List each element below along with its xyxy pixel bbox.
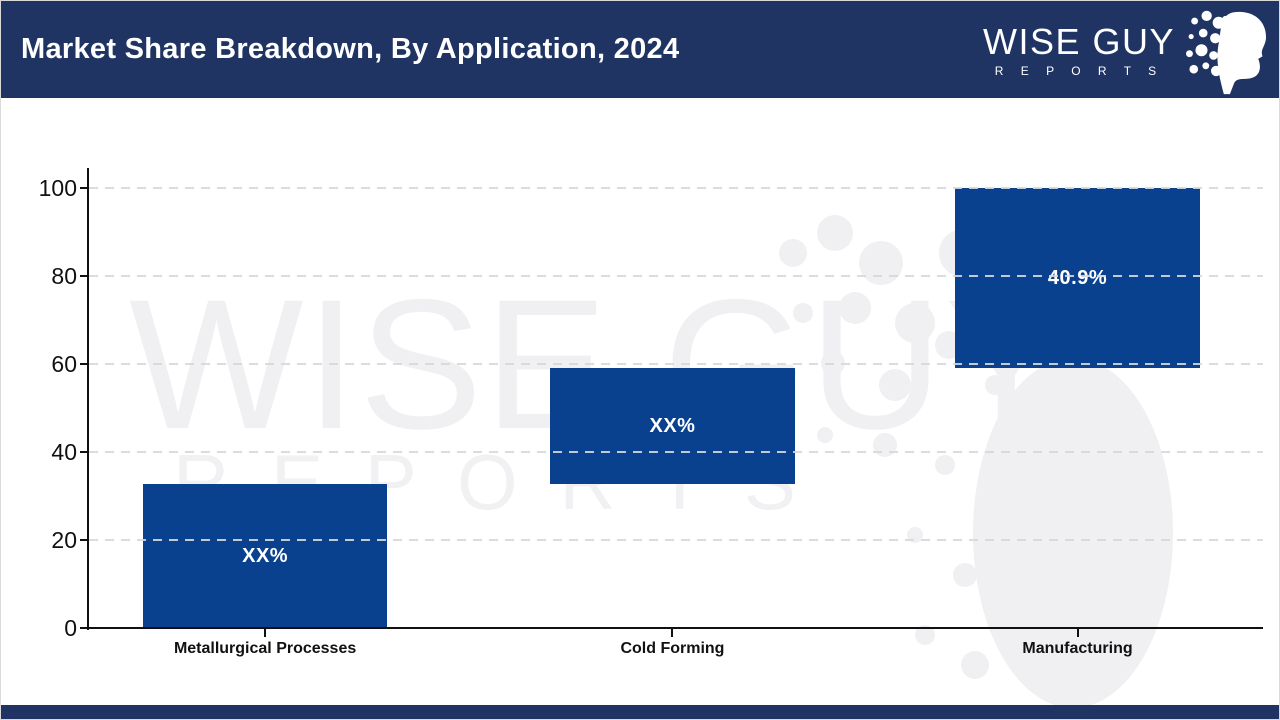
footer-bar	[1, 705, 1279, 719]
logo-text: WISE GUY R E P O R T S	[983, 23, 1175, 79]
header-bar: Market Share Breakdown, By Application, …	[1, 1, 1279, 98]
y-axis-tick-y60	[80, 362, 87, 365]
y-axis-tick-label-80: 80	[51, 262, 77, 289]
bar-segment-0: XX%	[143, 484, 388, 628]
y-axis-tick-label-0: 0	[64, 615, 77, 641]
gridline-y20	[89, 538, 1263, 541]
page-title: Market Share Breakdown, By Application, …	[21, 33, 680, 65]
logo-face-dots-icon	[1186, 10, 1267, 95]
gridline-y40	[89, 450, 1263, 453]
y-axis-tick-label-100: 100	[38, 174, 77, 201]
x-axis-tick-1	[671, 629, 674, 637]
bar-value-label-1: XX%	[649, 414, 696, 437]
wise-guy-reports-logo: WISE GUY R E P O R T S	[983, 7, 1267, 95]
y-axis-tick-label-60: 60	[51, 350, 77, 377]
bar-segment-1: XX%	[550, 368, 795, 485]
y-axis-tick-y80	[80, 274, 87, 277]
y-axis-tick-y40	[80, 450, 87, 453]
x-axis-category-label-2: Manufacturing	[1022, 640, 1133, 657]
y-axis-tick-y100	[80, 186, 87, 189]
bar-value-label-2: 40.9%	[1047, 266, 1108, 289]
x-axis-line	[87, 627, 1263, 629]
logo-wordmark: WISE GUY	[982, 21, 1175, 62]
x-axis-category-label-1: Cold Forming	[620, 640, 725, 657]
y-axis-tick-y20	[80, 538, 87, 541]
bar-segment-2: 40.9%	[955, 188, 1200, 369]
logo-subtext: R E P O R T S	[994, 64, 1164, 78]
x-axis-tick-2	[1076, 629, 1079, 637]
gridline-y80	[89, 274, 1263, 277]
gridline-y100	[89, 186, 1263, 189]
bar-value-label-0: XX%	[242, 544, 289, 567]
gridline-y60	[89, 362, 1263, 365]
y-axis-tick-label-40: 40	[51, 438, 77, 465]
x-axis-category-label-0: Metallurgical Processes	[173, 640, 357, 657]
x-axis-tick-0	[264, 629, 267, 637]
y-axis-tick-y0	[80, 627, 87, 629]
y-axis-line	[87, 168, 89, 630]
y-axis-tick-label-20: 20	[51, 526, 77, 553]
